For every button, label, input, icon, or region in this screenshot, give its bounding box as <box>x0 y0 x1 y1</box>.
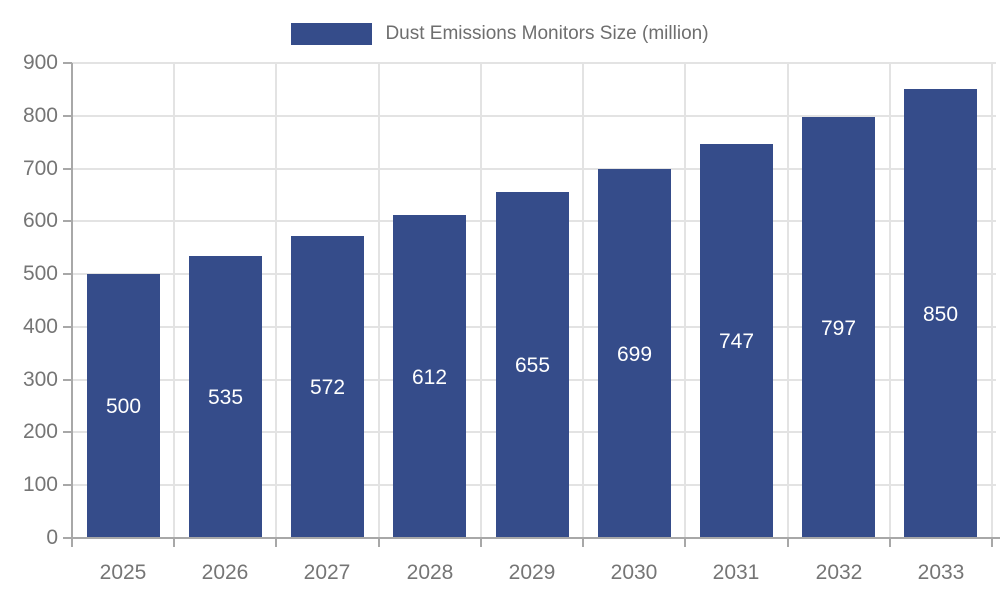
y-axis-tick <box>63 115 72 117</box>
bar-2025[interactable] <box>87 274 160 537</box>
y-axis-tick-label: 700 <box>22 157 58 180</box>
x-axis-tick <box>889 537 891 547</box>
gridline-vertical <box>991 63 993 538</box>
bar-2028[interactable] <box>393 215 466 537</box>
y-axis-tick-label: 100 <box>22 473 58 496</box>
y-axis-tick-label: 900 <box>22 51 58 74</box>
x-axis-tick-label: 2025 <box>99 561 147 584</box>
legend-swatch[interactable] <box>291 23 373 45</box>
x-axis-tick <box>991 537 993 547</box>
gridline-horizontal <box>64 168 996 170</box>
y-axis-tick <box>63 326 72 328</box>
y-axis-tick <box>63 379 72 381</box>
bar-2030[interactable] <box>598 169 671 537</box>
x-axis-tick-label: 2033 <box>917 561 965 584</box>
y-axis-tick <box>63 484 72 486</box>
gridline-horizontal <box>64 62 996 64</box>
x-axis-tick-label: 2027 <box>303 561 351 584</box>
x-axis-tick-label: 2028 <box>406 561 454 584</box>
bar-2032[interactable] <box>802 117 875 537</box>
gridline-vertical <box>889 63 891 538</box>
x-axis-tick <box>684 537 686 547</box>
x-axis-tick-label: 2032 <box>815 561 863 584</box>
gridline-horizontal <box>64 115 996 117</box>
bar-2033[interactable] <box>904 89 977 537</box>
x-axis-tick <box>480 537 482 547</box>
y-axis-tick <box>63 62 72 64</box>
gridline-vertical <box>378 63 380 538</box>
bar-2026[interactable] <box>189 256 262 537</box>
y-axis-tick-label: 800 <box>22 104 58 127</box>
x-axis-tick <box>173 537 175 547</box>
x-axis-line <box>63 537 1000 539</box>
y-axis-tick-label: 400 <box>22 315 58 338</box>
y-axis-line <box>71 63 73 547</box>
x-axis-tick-label: 2031 <box>712 561 760 584</box>
bar-2027[interactable] <box>291 236 364 537</box>
x-axis-tick-label: 2026 <box>201 561 249 584</box>
y-axis-tick-label: 500 <box>22 262 58 285</box>
bar-2031[interactable] <box>700 144 773 537</box>
y-axis-tick <box>63 273 72 275</box>
gridline-vertical <box>275 63 277 538</box>
gridline-vertical <box>787 63 789 538</box>
x-axis-tick <box>787 537 789 547</box>
y-axis-tick-label: 300 <box>22 368 58 391</box>
y-axis-tick-label: 600 <box>22 209 58 232</box>
x-axis-tick <box>582 537 584 547</box>
gridline-vertical <box>173 63 175 538</box>
y-axis-tick-label: 0 <box>46 526 58 549</box>
bar-2029[interactable] <box>496 192 569 537</box>
y-axis-tick <box>63 220 72 222</box>
x-axis-tick-label: 2029 <box>508 561 556 584</box>
y-axis-tick-label: 200 <box>22 420 58 443</box>
x-axis-tick <box>378 537 380 547</box>
chart-legend[interactable]: Dust Emissions Monitors Size (million) <box>0 14 1000 54</box>
y-axis-tick <box>63 168 72 170</box>
gridline-vertical <box>582 63 584 538</box>
x-axis-tick-label: 2030 <box>610 561 658 584</box>
x-axis-tick <box>275 537 277 547</box>
y-axis-tick <box>63 431 72 433</box>
legend-label[interactable]: Dust Emissions Monitors Size (million) <box>385 23 709 44</box>
gridline-vertical <box>480 63 482 538</box>
gridline-vertical <box>684 63 686 538</box>
